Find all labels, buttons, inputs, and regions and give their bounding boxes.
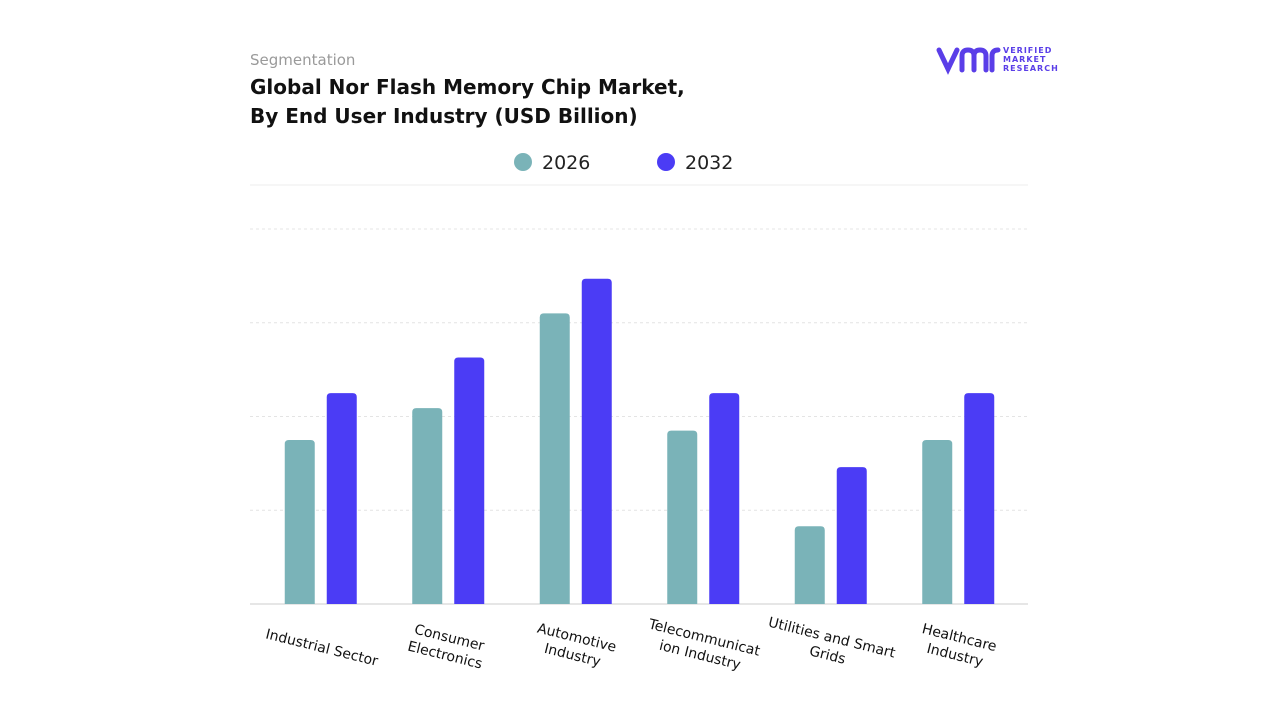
bar xyxy=(284,439,315,604)
logo xyxy=(936,47,1001,75)
legend-label: 2026 xyxy=(542,152,590,174)
bar xyxy=(667,430,698,604)
legend-label: 2032 xyxy=(685,152,733,174)
logo-text: RESEARCH xyxy=(1003,64,1059,73)
bar xyxy=(836,467,867,604)
bar xyxy=(326,393,357,604)
x-tick-label: Industrial Sector xyxy=(264,626,380,669)
logo-m xyxy=(959,47,989,73)
bar xyxy=(412,408,443,604)
legend-marker xyxy=(514,153,532,171)
bar xyxy=(964,393,995,604)
bar xyxy=(581,278,612,604)
chart-title: By End User Industry (USD Billion) xyxy=(250,104,638,128)
logo-text: MARKET xyxy=(1003,55,1046,64)
bar xyxy=(709,393,740,604)
legend-marker xyxy=(657,153,675,171)
chart-title: Global Nor Flash Memory Chip Market, xyxy=(250,75,685,99)
bar xyxy=(794,526,825,604)
kicker: Segmentation xyxy=(250,51,355,69)
bar xyxy=(454,357,485,604)
bar xyxy=(539,313,570,604)
logo-text: VERIFIED xyxy=(1003,46,1052,55)
logo-r xyxy=(989,47,1001,73)
bar xyxy=(922,439,953,604)
x-tick-label-group: Industrial Sector xyxy=(264,626,380,669)
logo-v xyxy=(936,47,960,75)
